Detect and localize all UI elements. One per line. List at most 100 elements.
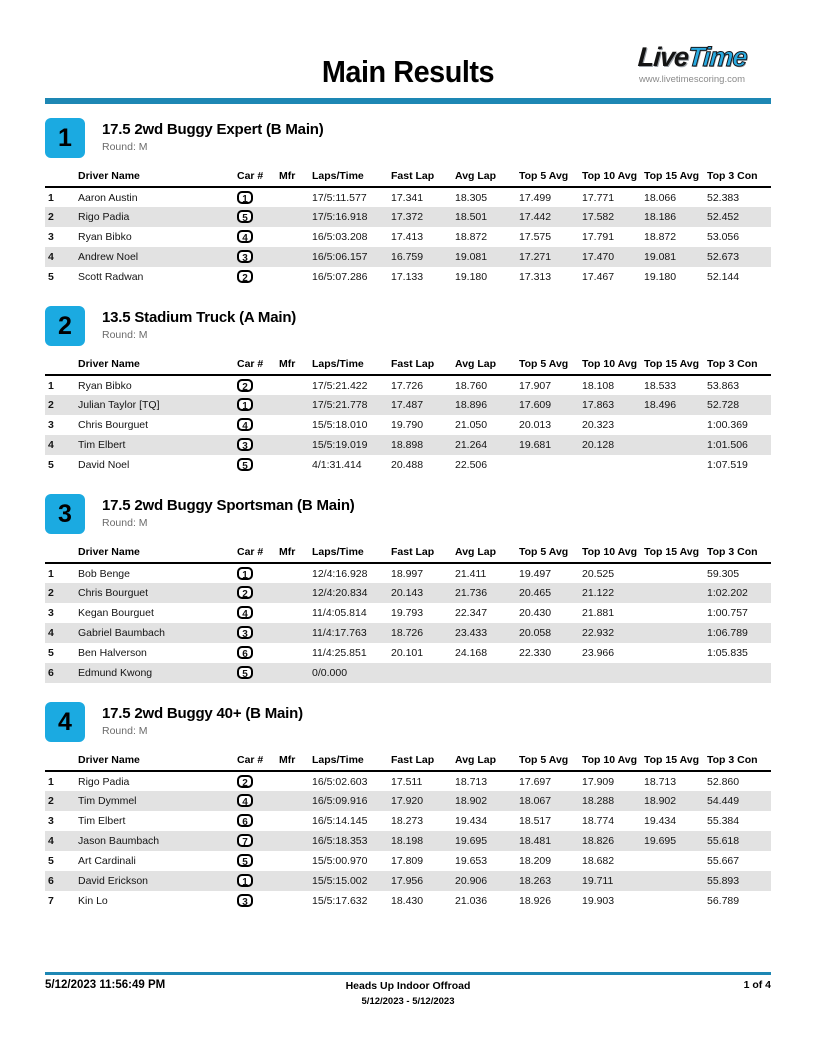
race-title: 17.5 2wd Buggy Expert (B Main): [102, 121, 324, 138]
top-10-avg-cell: 19.903: [582, 895, 615, 907]
footer-page-number: 1 of 4: [743, 979, 771, 991]
fast-lap-cell: 17.920: [391, 795, 424, 807]
car-number-cell: 3: [237, 435, 279, 455]
fast-lap-cell: 18.997: [391, 567, 424, 580]
driver-name-cell: Andrew Noel: [78, 251, 139, 263]
race-number-badge: 1: [45, 118, 85, 158]
car-number-cell: 6: [237, 811, 279, 831]
driver-name-cell: Rigo Padia: [78, 775, 130, 788]
fast-lap-cell: 20.488: [391, 459, 424, 471]
position-cell: 5: [48, 459, 54, 471]
avg-lap-cell: 22.506: [455, 459, 488, 471]
laps-time-cell: 16/5:18.353: [312, 835, 368, 847]
top-5-avg-cell: 17.575: [519, 231, 552, 243]
car-number-plate: 1: [237, 566, 253, 581]
results-table-header: Driver Name Car # Mfr Laps/Time Fast Lap Avg …: [45, 751, 771, 772]
top-10-avg-cell: 21.881: [582, 607, 615, 619]
driver-name-cell: Tim Elbert: [78, 815, 126, 827]
position-cell: 2: [48, 399, 54, 411]
mfr-cell: [279, 811, 312, 831]
position-cell: 3: [48, 607, 54, 619]
top-3-con-cell: 54.449: [707, 795, 740, 807]
race-header: 3 17.5 2wd Buggy Sportsman (B Main) Roun…: [45, 494, 771, 534]
header-accent-bar: [45, 98, 771, 104]
mfr-cell: [279, 583, 312, 603]
laps-time-cell: 0/0.000: [312, 667, 348, 679]
column-header: Laps/Time: [312, 751, 391, 772]
car-number-plate: 3: [237, 626, 253, 640]
column-header: Top 10 Avg: [582, 167, 644, 188]
race-number-badge: 4: [45, 702, 85, 742]
top-15-avg-cell: 18.066: [644, 191, 677, 204]
result-row: 4 Gabriel Baumbach 3 11/4:17.763 18.726 23.43…: [45, 623, 771, 643]
race-number-badge: 3: [45, 494, 85, 534]
results-table-body: 1 Ryan Bibko 2 17/5:21.422 17.726 18.760 17.90…: [45, 375, 771, 475]
race-header: 1 17.5 2wd Buggy Expert (B Main) Round: …: [45, 118, 771, 158]
result-row: 1 Bob Benge 1 12/4:16.928 18.997 21.411 19.497…: [45, 563, 771, 583]
driver-name-cell: Kin Lo: [78, 895, 108, 907]
top-10-avg-cell: 17.863: [582, 399, 615, 411]
fast-lap-cell: 17.511: [391, 775, 423, 788]
column-header: Fast Lap: [391, 751, 455, 772]
header-row: Driver Name Car # Mfr Laps/Time Fast Lap Avg …: [45, 167, 771, 188]
avg-lap-cell: 22.347: [455, 607, 488, 619]
laps-time-cell: 16/5:06.157: [312, 251, 368, 263]
top-10-avg-cell: 17.791: [582, 231, 615, 243]
top-10-avg-cell: 21.122: [582, 587, 615, 599]
fast-lap-cell: 17.133: [391, 271, 424, 283]
livetime-logo: LiveTime www.livetimescoring.com: [612, 42, 772, 86]
race-round-label: Round: M: [102, 725, 148, 737]
column-header: Mfr: [279, 543, 312, 564]
mfr-cell: [279, 375, 312, 395]
car-number-cell: 2: [237, 375, 279, 395]
laps-time-cell: 12/4:16.928: [312, 567, 368, 580]
results-table-body: 1 Bob Benge 1 12/4:16.928 18.997 21.411 19.497…: [45, 563, 771, 683]
top-10-avg-cell: 18.288: [582, 795, 615, 807]
top-5-avg-cell: 19.681: [519, 439, 552, 451]
driver-name-cell: Tim Dymmel: [78, 795, 137, 807]
driver-name-cell: David Noel: [78, 459, 130, 471]
race-header: 2 13.5 Stadium Truck (A Main) Round: M: [45, 306, 771, 346]
result-row: 3 Ryan Bibko 4 16/5:03.208 17.413 18.872 17.57…: [45, 227, 771, 247]
car-number-cell: 4: [237, 415, 279, 435]
position-cell: 3: [48, 815, 54, 827]
column-header: Top 5 Avg: [519, 543, 582, 564]
top-15-avg-cell: [644, 435, 707, 455]
top-10-avg-cell: 17.467: [582, 271, 615, 283]
fast-lap-cell: 17.413: [391, 231, 424, 243]
car-number-cell: 5: [237, 207, 279, 227]
top-15-avg-cell: 18.186: [644, 211, 677, 223]
top-15-avg-cell: [644, 643, 707, 663]
avg-lap-cell: 20.906: [455, 875, 488, 887]
mfr-cell: [279, 207, 312, 227]
race-title: 13.5 Stadium Truck (A Main): [102, 309, 297, 326]
fast-lap-cell: 16.759: [391, 251, 424, 263]
driver-name-cell: Edmund Kwong: [78, 667, 153, 679]
column-header: Driver Name: [78, 543, 237, 564]
position-cell: 3: [48, 419, 54, 431]
car-number-plate: 4: [237, 606, 253, 620]
driver-name-cell: David Erickson: [78, 875, 149, 887]
car-number-cell: 1: [237, 563, 279, 583]
top-3-con-cell: 53.863: [707, 379, 740, 392]
driver-name-cell: Scott Radwan: [78, 271, 144, 283]
race-round-label: Round: M: [102, 141, 148, 153]
car-number-cell: 5: [237, 455, 279, 475]
column-header: Driver Name: [78, 751, 237, 772]
car-number-plate: 4: [237, 418, 253, 432]
car-number-plate: 6: [237, 646, 253, 660]
footer-accent-line: [45, 972, 771, 975]
mfr-cell: [279, 247, 312, 267]
position-cell: 2: [48, 211, 54, 223]
laps-time-cell: 15/5:19.019: [312, 439, 368, 451]
fast-lap-cell: 17.341: [391, 191, 424, 204]
driver-name-cell: Rigo Padia: [78, 211, 130, 223]
car-number-plate: 2: [237, 270, 253, 284]
result-row: 4 Tim Elbert 3 15/5:19.019 18.898 21.264 19.68…: [45, 435, 771, 455]
laps-time-cell: 12/4:20.834: [312, 587, 368, 599]
logo-live-text: Live: [636, 42, 689, 72]
race-title: 17.5 2wd Buggy Sportsman (B Main): [102, 497, 355, 514]
mfr-cell: [279, 851, 312, 871]
top-15-avg-cell: 19.081: [644, 251, 677, 263]
